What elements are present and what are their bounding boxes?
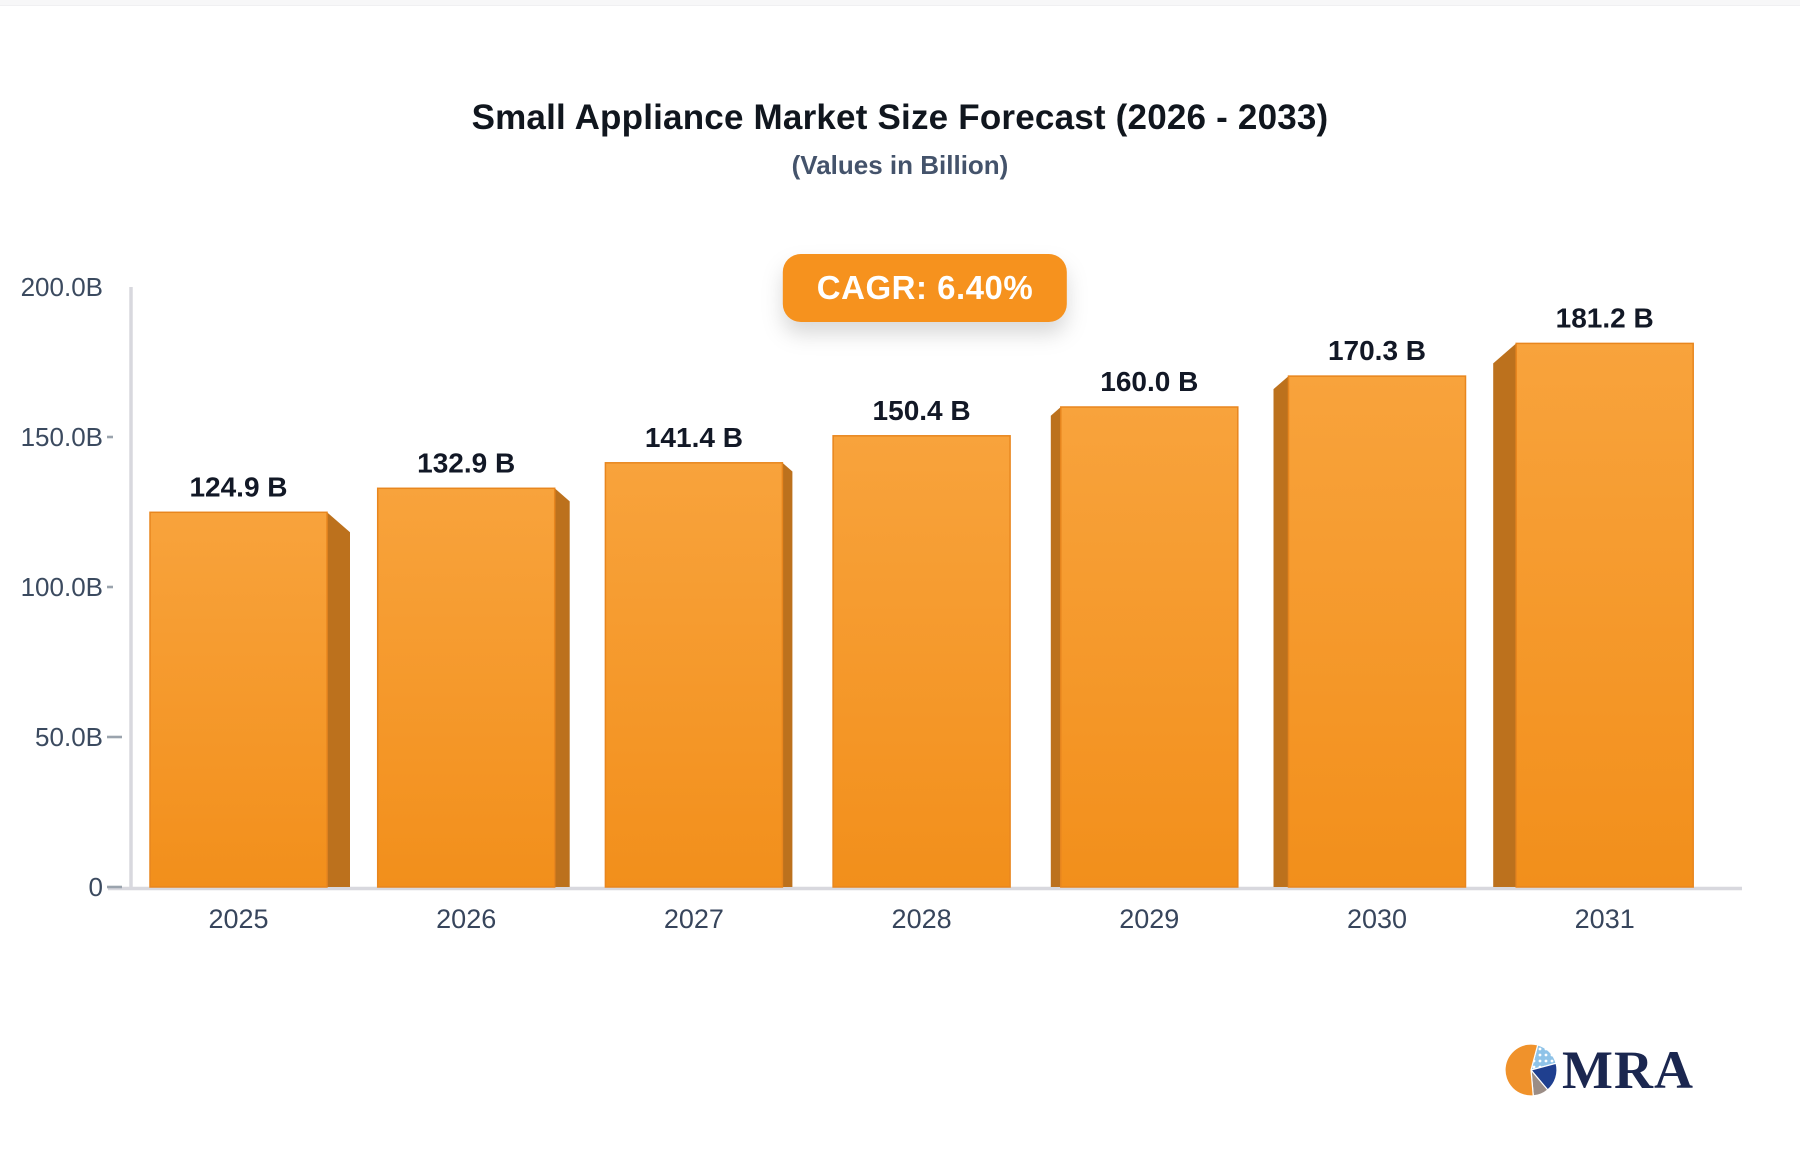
y-axis-label: 50.0B [35, 722, 103, 752]
bar-value-label: 124.9 B [189, 471, 287, 502]
chart-title: Small Appliance Market Size Forecast (20… [471, 98, 1329, 137]
x-axis-label: 2028 [892, 904, 952, 934]
bar-value-label: 132.9 B [417, 447, 515, 478]
y-axis-label: 200.0B [21, 272, 103, 302]
x-axis-label: 2026 [436, 904, 496, 934]
bar-value-label: 170.3 B [1328, 335, 1426, 366]
y-axis-label: 100.0B [21, 572, 103, 602]
x-axis-label: 2025 [208, 904, 268, 934]
bar-side-face [1273, 376, 1289, 887]
y-axis-label: 150.0B [21, 422, 103, 452]
bar-side-face [1493, 343, 1517, 887]
x-axis-label: 2027 [664, 904, 724, 934]
bar-side-face [327, 512, 350, 887]
x-axis-label: 2030 [1347, 904, 1407, 934]
page-top-border [0, 0, 1800, 6]
x-axis-label: 2029 [1119, 904, 1179, 934]
bar [1287, 375, 1467, 888]
bar-value-label: 181.2 B [1556, 302, 1654, 333]
bar-value-label: 150.4 B [873, 395, 971, 426]
mra-logo: MRA [1504, 1040, 1694, 1100]
chart-subtitle: (Values in Billion) [791, 150, 1009, 180]
bar-value-label: 160.0 B [1100, 366, 1198, 397]
bar-side-face [782, 462, 793, 887]
logo-text: MRA [1562, 1040, 1694, 1100]
x-axis-label: 2031 [1575, 904, 1635, 934]
y-axis-label: 0 [89, 872, 103, 902]
bar [376, 487, 556, 888]
bar-side-face [554, 488, 570, 887]
logo-pie-icon [1504, 1043, 1558, 1097]
bar [604, 462, 784, 888]
cagr-badge: CAGR: 6.40% [782, 254, 1068, 322]
bar [832, 435, 1011, 888]
bar-side-face [1050, 407, 1061, 887]
bar [1515, 342, 1694, 888]
bar [149, 511, 328, 888]
bar [1060, 406, 1239, 888]
bar-value-label: 141.4 B [645, 422, 743, 453]
